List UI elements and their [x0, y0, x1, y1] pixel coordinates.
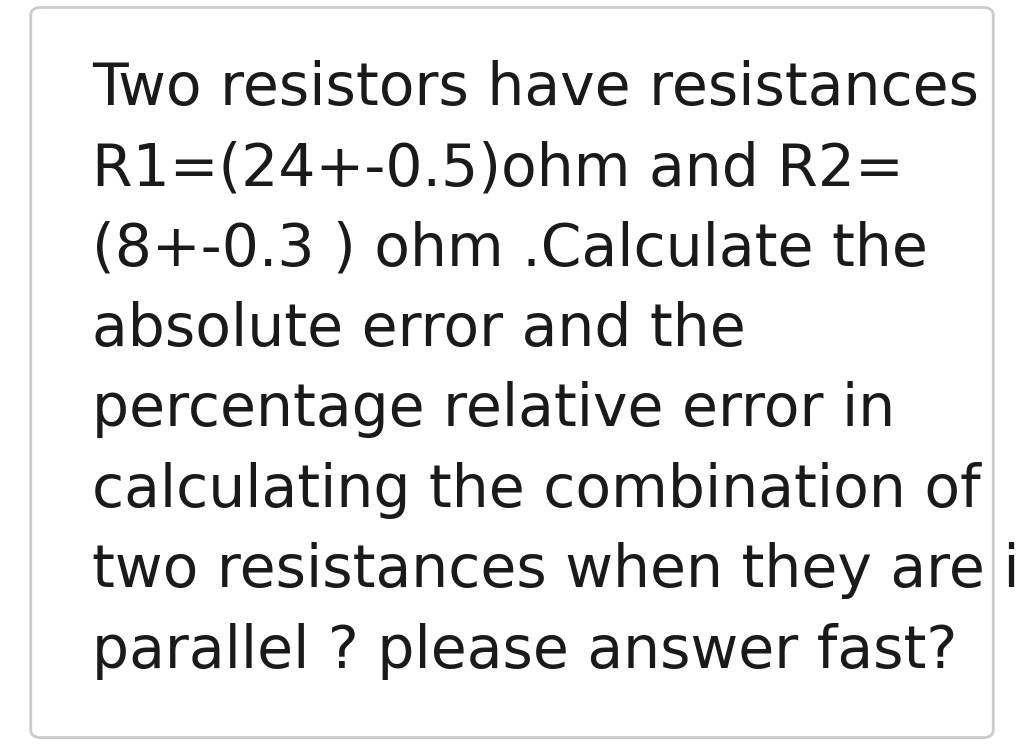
- FancyBboxPatch shape: [31, 7, 993, 738]
- Text: Two resistors have resistances: Two resistors have resistances: [92, 60, 979, 117]
- Text: R1=(24+-0.5)ohm and R2=: R1=(24+-0.5)ohm and R2=: [92, 140, 904, 197]
- Text: parallel ? please answer fast?: parallel ? please answer fast?: [92, 623, 957, 680]
- Text: (8+-0.3 ) ohm .Calculate the: (8+-0.3 ) ohm .Calculate the: [92, 221, 928, 278]
- Text: calculating the combination of: calculating the combination of: [92, 462, 981, 519]
- Text: absolute error and the: absolute error and the: [92, 301, 745, 358]
- Text: two resistances when they are in: two resistances when they are in: [92, 542, 1024, 600]
- Text: percentage relative error in: percentage relative error in: [92, 381, 895, 439]
